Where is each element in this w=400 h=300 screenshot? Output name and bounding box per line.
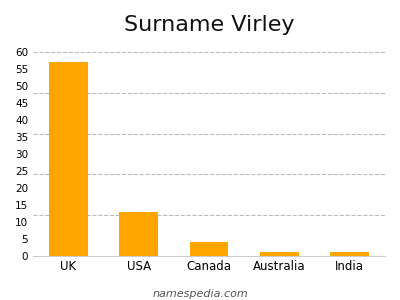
Bar — [260, 252, 299, 256]
Bar — [330, 252, 369, 256]
Bar — [49, 62, 88, 256]
Title: Surname Virley: Surname Virley — [124, 15, 294, 35]
Bar — [190, 242, 228, 256]
Text: namespedia.com: namespedia.com — [152, 289, 248, 299]
Bar — [120, 212, 158, 256]
